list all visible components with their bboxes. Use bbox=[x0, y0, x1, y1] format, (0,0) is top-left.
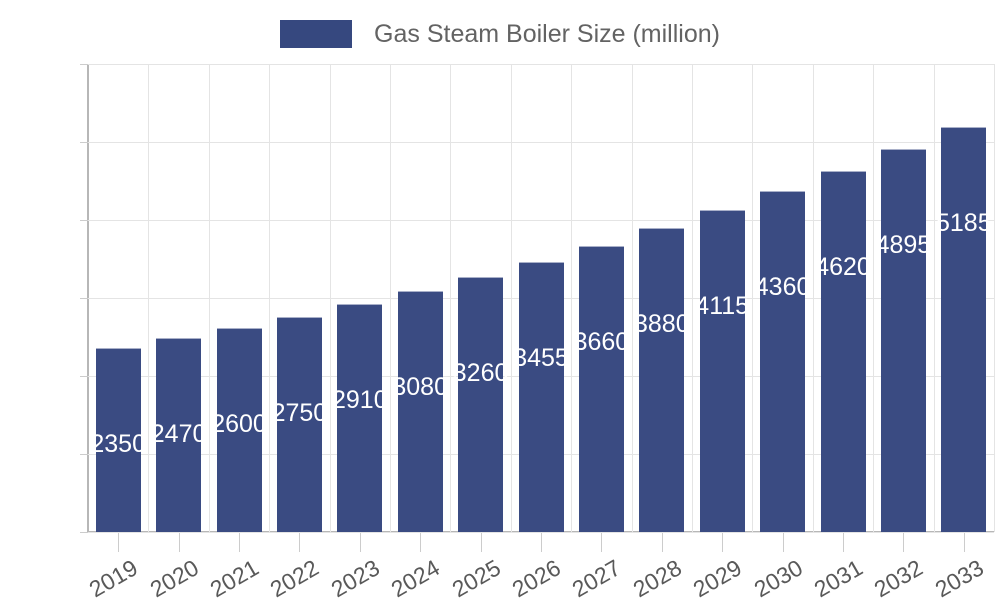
x-axis-tick-label: 2025 bbox=[447, 554, 505, 602]
gridline-vertical bbox=[934, 64, 935, 532]
x-axis-tick-label: 2026 bbox=[507, 554, 565, 602]
x-axis-tick-label: 2027 bbox=[568, 554, 626, 602]
bar[interactable] bbox=[518, 261, 564, 532]
x-axis-tick-label: 2019 bbox=[84, 554, 143, 602]
x-axis-tick-label: 2023 bbox=[326, 554, 384, 602]
x-tick-mark bbox=[722, 533, 724, 552]
x-axis-tick-label: 2030 bbox=[749, 554, 807, 602]
y-tick-mark bbox=[80, 220, 88, 221]
gridline-vertical bbox=[390, 64, 391, 532]
x-axis-tick-label: 2024 bbox=[386, 554, 445, 602]
legend-series-label: Gas Steam Boiler Size (million) bbox=[374, 19, 720, 48]
x-tick-mark bbox=[178, 533, 180, 552]
x-tick-mark bbox=[963, 533, 965, 552]
bar[interactable] bbox=[699, 210, 745, 532]
gridline-vertical bbox=[269, 64, 270, 532]
y-tick-mark bbox=[80, 376, 88, 377]
bar[interactable] bbox=[276, 316, 322, 532]
gridline-vertical bbox=[632, 64, 633, 532]
x-tick-mark bbox=[903, 533, 905, 552]
x-tick-mark bbox=[420, 533, 422, 552]
x-axis-tick-label: 2022 bbox=[266, 554, 324, 602]
gridline-vertical bbox=[994, 64, 995, 532]
gridline-horizontal bbox=[88, 64, 994, 65]
bar[interactable] bbox=[95, 347, 141, 532]
gridline-horizontal bbox=[88, 532, 994, 533]
x-axis-tick-label: 2033 bbox=[930, 554, 988, 602]
x-axis-tick-label: 2020 bbox=[145, 554, 203, 602]
y-tick-mark bbox=[80, 142, 88, 143]
gridline-vertical bbox=[209, 64, 210, 532]
gridline-vertical bbox=[813, 64, 814, 532]
chart-legend: Gas Steam Boiler Size (million) bbox=[0, 14, 1000, 54]
bar[interactable] bbox=[639, 228, 685, 532]
bar[interactable] bbox=[760, 190, 806, 532]
x-tick-mark bbox=[601, 533, 603, 552]
bar[interactable] bbox=[820, 170, 866, 532]
x-tick-mark bbox=[541, 533, 542, 552]
bar[interactable] bbox=[578, 245, 624, 532]
x-tick-mark bbox=[661, 533, 663, 552]
bar[interactable] bbox=[941, 126, 987, 532]
x-tick-mark bbox=[782, 533, 784, 552]
gridline-vertical bbox=[511, 64, 512, 532]
x-tick-mark bbox=[359, 533, 361, 552]
bar[interactable] bbox=[337, 304, 383, 532]
x-tick-mark bbox=[299, 533, 301, 552]
gridline-horizontal bbox=[88, 142, 994, 143]
bar[interactable] bbox=[458, 276, 504, 532]
y-tick-mark bbox=[80, 532, 88, 533]
gridline-vertical bbox=[330, 64, 331, 532]
plot-area: 0100020003000400050006000 23502470260027… bbox=[80, 64, 995, 602]
bar[interactable] bbox=[156, 338, 202, 532]
legend-color-swatch bbox=[280, 20, 353, 48]
y-tick-mark bbox=[80, 64, 88, 65]
x-tick-mark bbox=[118, 533, 120, 552]
x-tick-mark bbox=[239, 533, 240, 552]
gridline-vertical bbox=[692, 64, 693, 532]
x-axis-tick-label: 2028 bbox=[628, 554, 686, 602]
x-tick-mark bbox=[843, 533, 844, 552]
gridline-vertical bbox=[571, 64, 572, 532]
x-axis-tick-label: 2021 bbox=[205, 554, 263, 602]
bar[interactable] bbox=[397, 290, 443, 532]
y-tick-mark bbox=[80, 298, 88, 299]
x-tick-mark bbox=[480, 533, 482, 552]
gridline-vertical bbox=[752, 64, 753, 532]
x-axis-tick-label: 2029 bbox=[688, 554, 747, 602]
gridline-vertical bbox=[450, 64, 451, 532]
gridline-vertical bbox=[873, 64, 874, 532]
bar[interactable] bbox=[216, 328, 262, 532]
y-tick-mark bbox=[80, 454, 88, 455]
gridline-vertical bbox=[148, 64, 149, 532]
x-axis-tick-label: 2031 bbox=[809, 554, 867, 602]
bar[interactable] bbox=[880, 149, 926, 532]
gridline-horizontal bbox=[88, 220, 994, 221]
x-axis-tick-label: 2032 bbox=[870, 554, 928, 602]
